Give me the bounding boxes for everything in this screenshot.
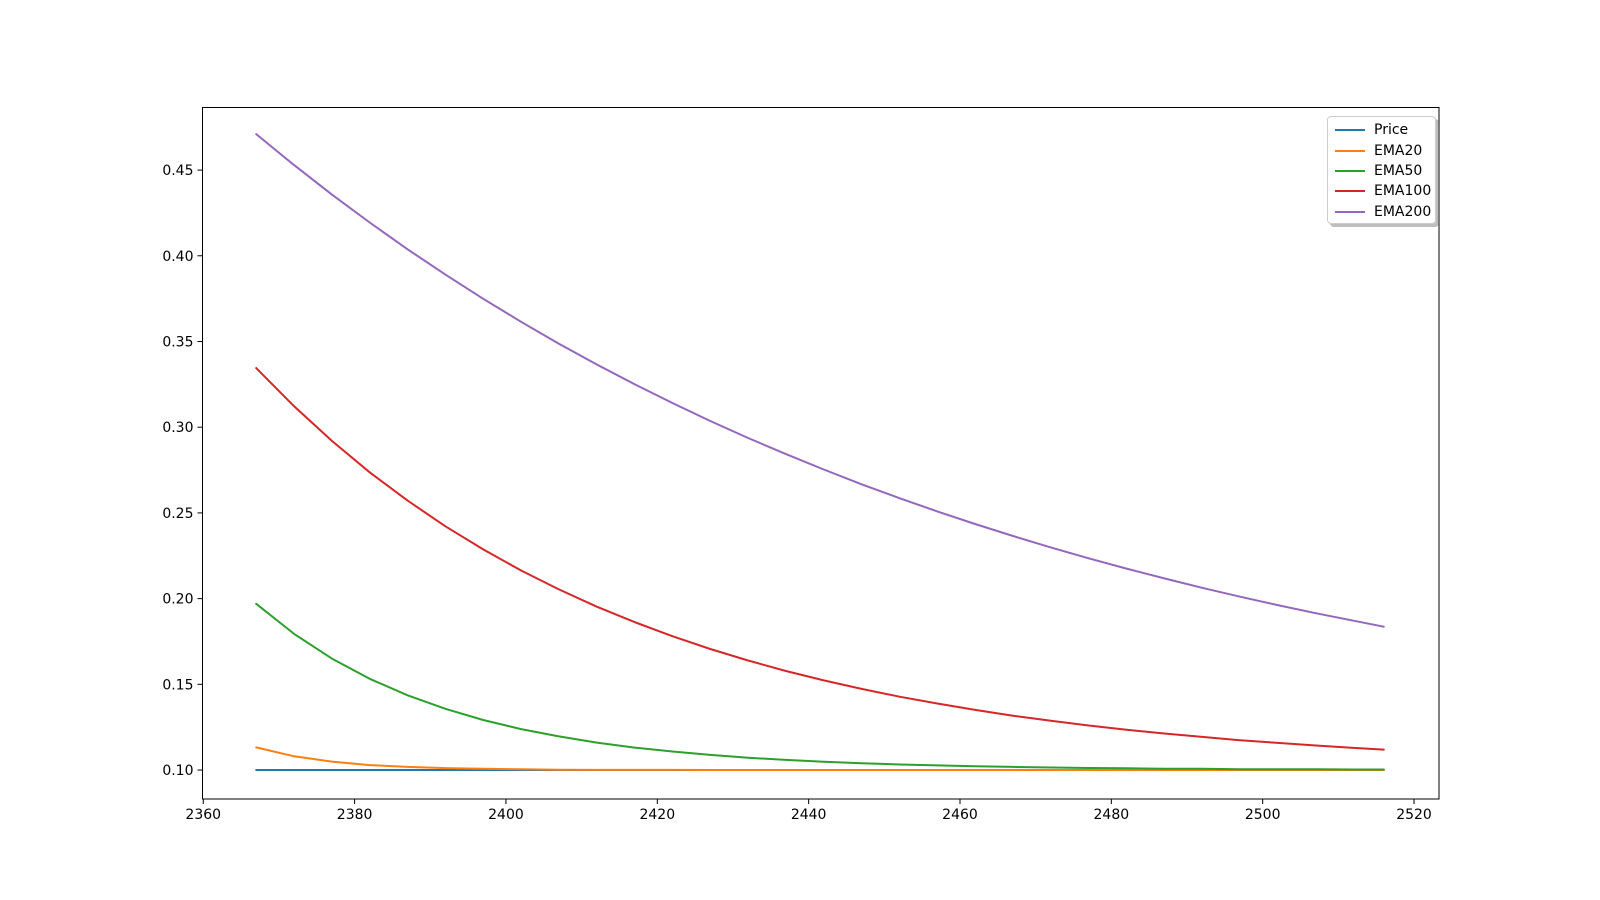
x-axis-tick-label: 2500 [1245,807,1281,823]
legend-label: EMA200 [1374,203,1432,220]
x-axis-tick-label: 2420 [639,807,675,823]
legend-line-swatch [1335,149,1365,152]
y-axis-tick-label: 0.15 [162,677,193,693]
x-axis-tick-label: 2380 [337,807,373,823]
axes-frame [202,107,1440,800]
legend: Price EMA20 EMA50 EMA100 EMA200 [1327,116,1436,224]
legend-item-ema50: EMA50 [1335,161,1435,181]
x-axis-tick-label: 2400 [488,807,524,823]
legend-item-price: Price [1335,120,1435,140]
series-line-ema50 [255,602,1385,771]
y-axis-tick-label: 0.30 [162,420,193,436]
legend-line-swatch [1335,210,1365,213]
legend-label: EMA50 [1374,162,1423,179]
y-axis-tick-label: 0.10 [162,763,193,779]
legend-label: Price [1374,122,1409,139]
legend-line-swatch [1335,129,1365,132]
y-axis-tick-label: 0.20 [162,592,193,608]
series-line-ema20 [255,746,1385,771]
legend-line-swatch [1335,190,1365,193]
y-axis-tick-label: 0.25 [162,506,193,522]
y-axis-tick-label: 0.45 [162,163,193,179]
x-axis-tick-label: 2460 [942,807,978,823]
x-axis-tick-label: 2480 [1094,807,1130,823]
x-axis-tick-label: 2360 [185,807,221,823]
y-axis-tick-label: 0.40 [162,249,193,265]
legend-item-ema200: EMA200 [1335,202,1435,222]
x-axis-tick-label: 2440 [791,807,827,823]
y-axis-tick-label: 0.35 [162,334,193,350]
legend-item-ema100: EMA100 [1335,181,1435,201]
series-line-ema200 [255,133,1385,628]
legend-line-swatch [1335,169,1365,172]
legend-item-ema20: EMA20 [1335,140,1435,160]
series-line-ema100 [255,367,1385,751]
legend-label: EMA20 [1374,142,1423,159]
legend-label: EMA100 [1374,183,1432,200]
x-axis-tick-label: 2520 [1396,807,1432,823]
